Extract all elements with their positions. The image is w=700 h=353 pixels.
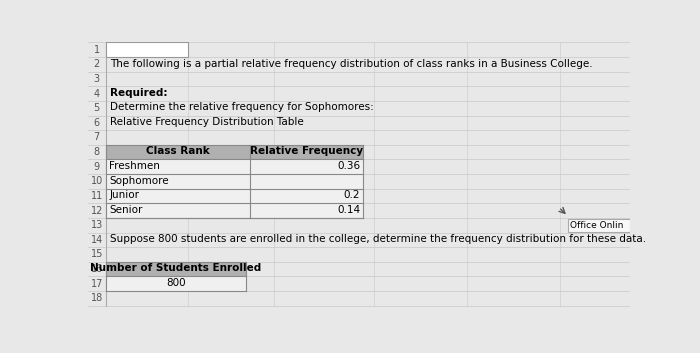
Bar (88, 130, 630, 145)
Bar (88, 115, 630, 130)
Bar (106, 189, 363, 203)
Text: 14: 14 (91, 235, 103, 245)
Text: Number of Students Enrolled: Number of Students Enrolled (90, 263, 262, 273)
Text: 16: 16 (91, 264, 103, 274)
Bar (106, 42, 188, 56)
Text: 5: 5 (94, 103, 100, 113)
Bar (88, 145, 630, 160)
Text: Class Rank: Class Rank (146, 146, 210, 156)
Text: 0.36: 0.36 (337, 161, 360, 171)
Text: 0.2: 0.2 (344, 190, 360, 200)
Bar (88, 203, 630, 218)
Bar (88, 57, 630, 72)
Bar (106, 160, 363, 174)
Text: 6: 6 (94, 118, 100, 128)
Text: 8: 8 (94, 147, 100, 157)
Text: 13: 13 (91, 220, 103, 230)
Text: 1: 1 (94, 45, 100, 55)
Bar (88, 86, 630, 101)
Text: The following is a partial relative frequency distribution of class ranks in a B: The following is a partial relative freq… (110, 59, 593, 68)
Bar (106, 174, 363, 189)
Bar (88, 160, 630, 174)
Bar (88, 42, 630, 57)
Bar (88, 101, 630, 115)
Text: 18: 18 (91, 293, 103, 303)
Text: Required:: Required: (110, 88, 167, 98)
Text: 4: 4 (94, 89, 100, 98)
Bar (106, 276, 246, 291)
Text: Determine the relative frequency for Sophomores:: Determine the relative frequency for Sop… (110, 102, 374, 113)
Text: 800: 800 (166, 278, 186, 288)
Text: Suppose 800 students are enrolled in the college, determine the frequency distri: Suppose 800 students are enrolled in the… (110, 234, 646, 244)
Bar (106, 262, 246, 276)
Bar (88, 276, 630, 291)
Text: Relative Frequency Distribution Table: Relative Frequency Distribution Table (110, 117, 304, 127)
Text: 0.14: 0.14 (337, 205, 360, 215)
Text: 10: 10 (91, 176, 103, 186)
Bar (88, 189, 630, 203)
Bar (88, 72, 630, 86)
Text: Office Onlin: Office Onlin (570, 221, 624, 230)
Text: 15: 15 (90, 250, 103, 259)
Text: 7: 7 (94, 132, 100, 143)
Text: 2: 2 (94, 59, 100, 69)
Text: Junior: Junior (109, 190, 139, 200)
Text: Freshmen: Freshmen (109, 161, 160, 171)
Bar (106, 145, 363, 160)
Bar (88, 174, 630, 189)
Text: Relative Frequency: Relative Frequency (250, 146, 363, 156)
Text: 3: 3 (94, 74, 100, 84)
Text: Sophomore: Sophomore (109, 175, 169, 186)
Bar (106, 203, 363, 218)
Text: 9: 9 (94, 162, 100, 172)
Text: 11: 11 (91, 191, 103, 201)
Bar (568, 219, 630, 232)
Bar (88, 291, 630, 306)
Bar (88, 247, 630, 262)
Bar (88, 218, 630, 233)
Bar (88, 233, 630, 247)
Text: 17: 17 (90, 279, 103, 289)
Text: Senior: Senior (109, 205, 143, 215)
Bar (88, 262, 630, 276)
Text: 12: 12 (90, 205, 103, 216)
